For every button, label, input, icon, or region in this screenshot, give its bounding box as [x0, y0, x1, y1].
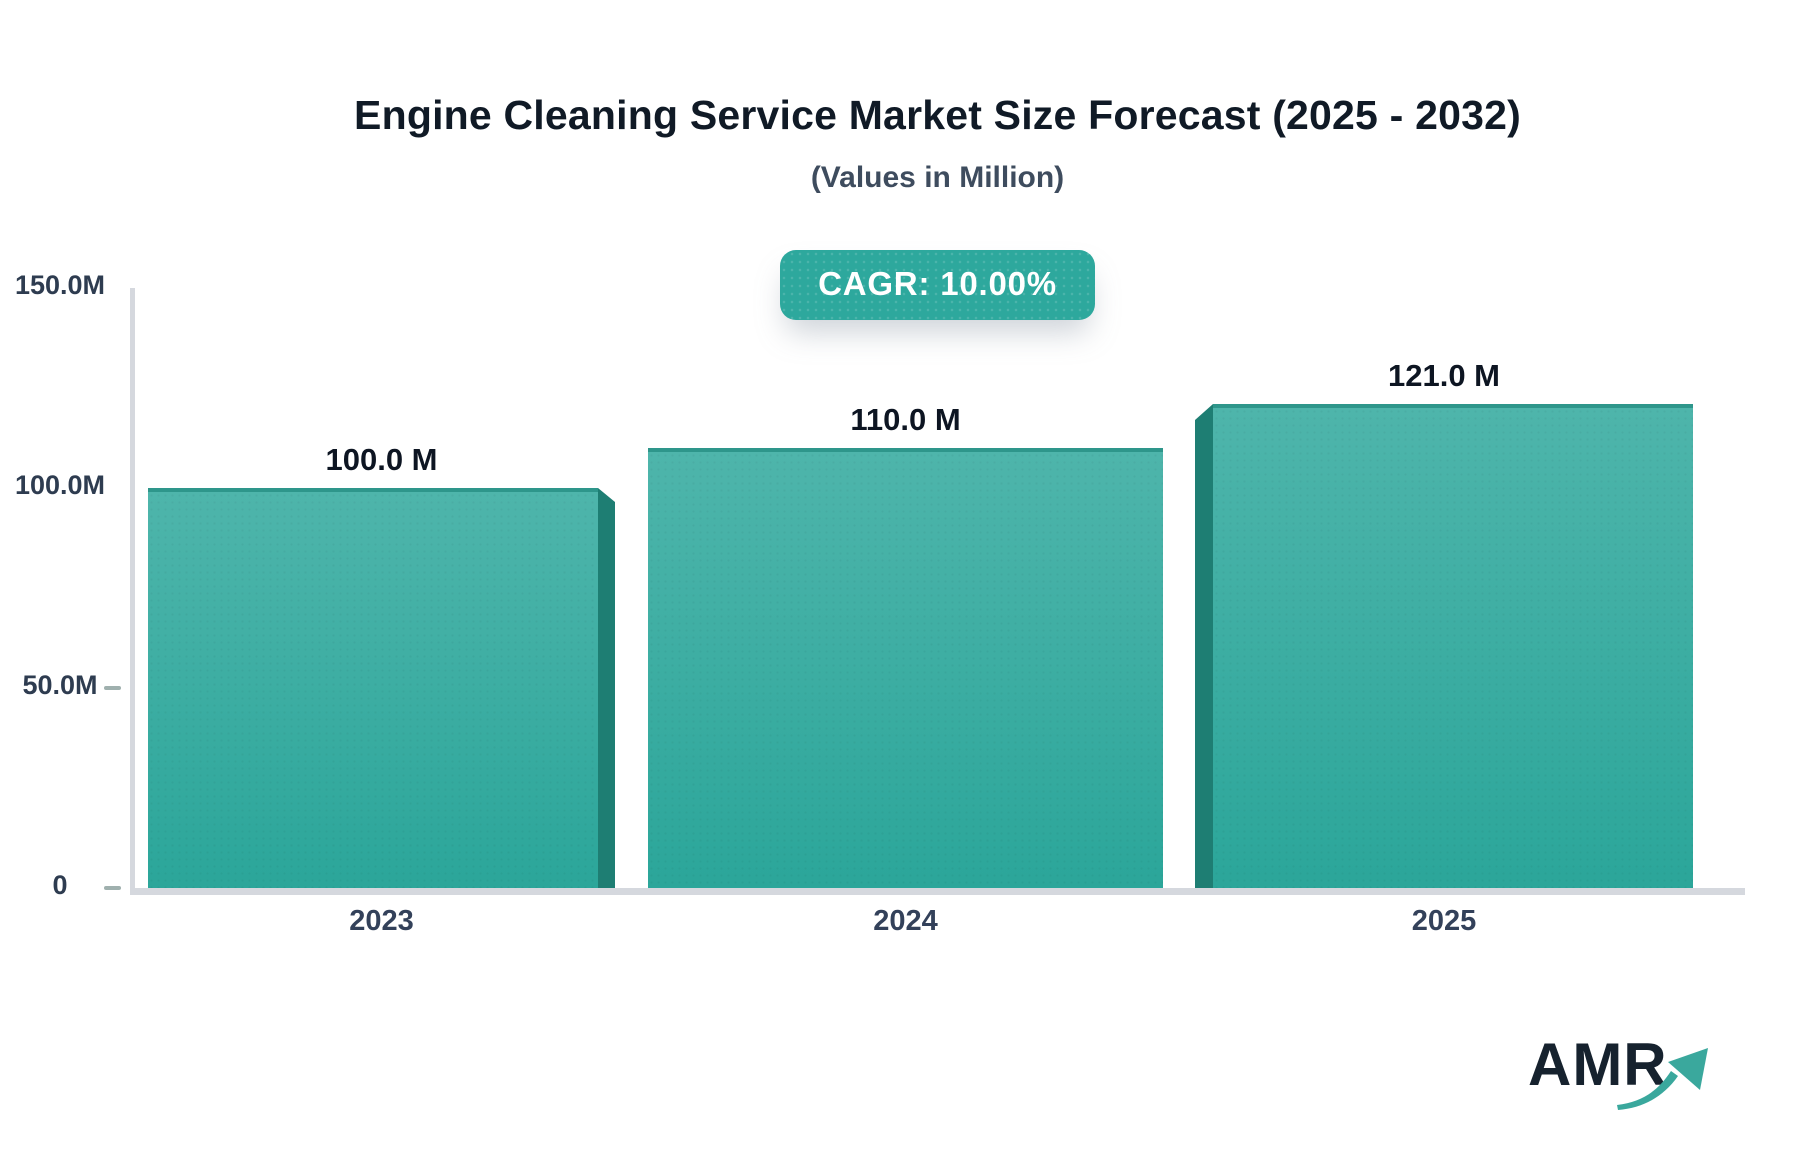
x-axis-label-2024: 2024 [873, 905, 938, 937]
amr-logo-text: AMR [1528, 1031, 1668, 1098]
x-axis-label-2023: 2023 [349, 905, 414, 937]
y-axis-tick-label: 150.0M [14, 270, 106, 300]
x-axis: 2023 2024 2025 [130, 905, 1745, 945]
y-axis-tick-mark [104, 686, 121, 690]
y-axis-tick-label: 100.0M [14, 470, 106, 500]
cagr-badge[interactable]: CAGR: 10.00% [780, 250, 1095, 320]
growth-arrow-icon [1617, 1048, 1708, 1110]
bar-2025[interactable]: 121.0 M [1195, 358, 1693, 888]
bar-face [1213, 404, 1693, 888]
chart-title: Engine Cleaning Service Market Size Fore… [354, 92, 1521, 138]
amr-logo: AMR [1528, 1030, 1713, 1120]
bar-value-label: 100.0 M [325, 442, 438, 477]
bar-value-label: 121.0 M [1387, 358, 1500, 393]
x-axis-line [130, 888, 1745, 895]
bar-value-label: 110.0 M [850, 402, 961, 437]
x-axis-label-2025: 2025 [1411, 905, 1477, 937]
bar-3d-side [598, 488, 615, 888]
y-axis-line [130, 288, 135, 892]
bar-2023[interactable]: 100.0 M [148, 442, 615, 888]
bar-group-2023: 100.0 M [148, 288, 615, 888]
y-axis: 150.0M 100.0M 50.0M 0 [0, 270, 130, 900]
chart-header: Engine Cleaning Service Market Size Fore… [130, 92, 1745, 195]
y-axis-tick-mark [104, 886, 121, 890]
bar-2024[interactable]: 110.0 M [648, 402, 1163, 888]
bar-group-2025: 121.0 M [1195, 288, 1693, 888]
bar-3d-side [1195, 404, 1213, 888]
y-axis-tick-label: 50.0M [22, 670, 98, 700]
badge-row: CAGR: 10.00% [130, 250, 1745, 320]
plot-area: 100.0 M 110.0 M 121.0 M [130, 288, 1745, 895]
bar-group-2024: 110.0 M [648, 288, 1163, 888]
chart-subtitle: (Values in Million) [810, 161, 1065, 194]
y-axis-tick-label: 0 [52, 870, 68, 900]
bar-face [648, 448, 1163, 888]
bar-face [148, 488, 598, 888]
